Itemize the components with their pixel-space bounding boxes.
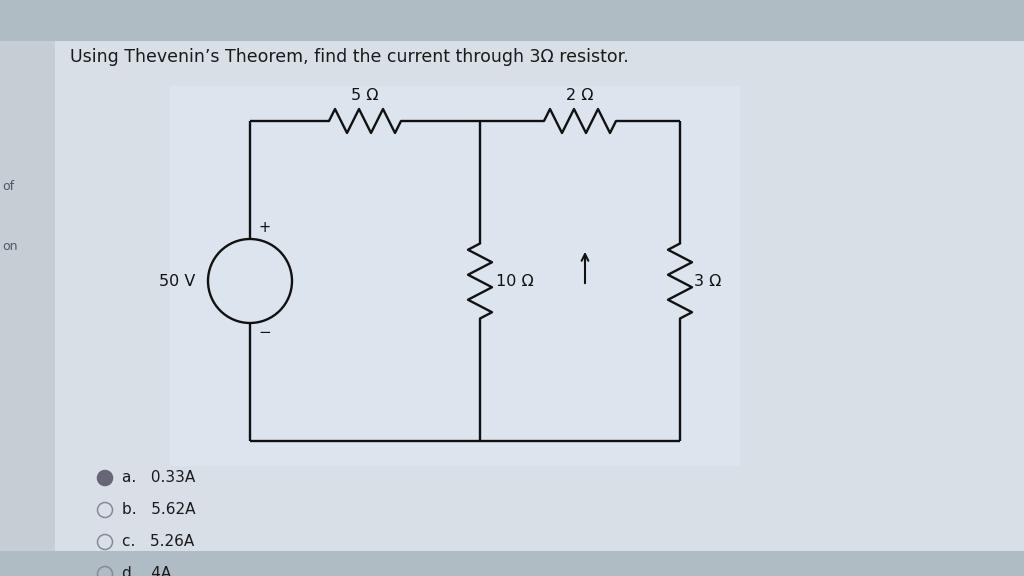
- Text: Using Thevenin’s Theorem, find the current through 3Ω resistor.: Using Thevenin’s Theorem, find the curre…: [70, 48, 629, 66]
- Text: d.   4A: d. 4A: [122, 567, 171, 576]
- Text: c.   5.26A: c. 5.26A: [122, 535, 195, 550]
- FancyBboxPatch shape: [55, 41, 1024, 551]
- Text: 10 Ω: 10 Ω: [496, 274, 534, 289]
- Text: on: on: [2, 240, 17, 252]
- Text: a.   0.33A: a. 0.33A: [122, 471, 196, 486]
- Circle shape: [97, 471, 113, 486]
- Text: of: of: [2, 180, 14, 192]
- FancyBboxPatch shape: [0, 0, 1024, 41]
- Text: 3 Ω: 3 Ω: [694, 274, 721, 289]
- Text: −: −: [258, 325, 270, 340]
- FancyBboxPatch shape: [170, 86, 740, 466]
- Text: b.   5.62A: b. 5.62A: [122, 502, 196, 517]
- Text: 2 Ω: 2 Ω: [566, 88, 594, 103]
- Text: 5 Ω: 5 Ω: [351, 88, 379, 103]
- Text: 50 V: 50 V: [159, 274, 195, 289]
- Text: +: +: [258, 220, 270, 235]
- FancyBboxPatch shape: [0, 551, 1024, 576]
